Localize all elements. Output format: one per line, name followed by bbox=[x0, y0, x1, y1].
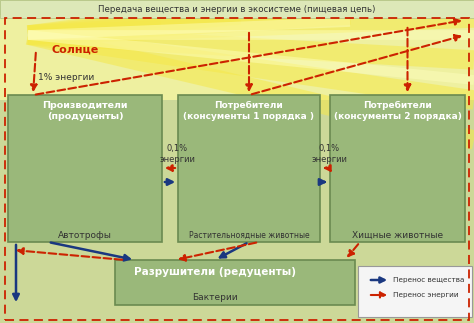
Bar bbox=[8, 95, 162, 242]
Text: Потребители
(консументы 1 порядка ): Потребители (консументы 1 порядка ) bbox=[183, 101, 315, 121]
Text: Перенос вещества: Перенос вещества bbox=[393, 277, 465, 283]
Bar bbox=[0, 15, 474, 100]
Bar bbox=[330, 95, 465, 242]
Text: Автотрофы: Автотрофы bbox=[58, 231, 112, 239]
Text: Растительноядные животные: Растительноядные животные bbox=[189, 231, 310, 239]
Text: Бактерии: Бактерии bbox=[192, 294, 238, 303]
Text: 0,1%
энергии: 0,1% энергии bbox=[159, 144, 195, 164]
Text: Передача вещества и энергии в экосистеме (пищевая цепь): Передача вещества и энергии в экосистеме… bbox=[98, 5, 376, 14]
Text: Разрушители (редуценты): Разрушители (редуценты) bbox=[134, 267, 296, 277]
Bar bbox=[178, 95, 320, 242]
Bar bbox=[115, 260, 355, 305]
Text: Солнце: Солнце bbox=[52, 45, 99, 55]
Text: 0,1%
энергии: 0,1% энергии bbox=[311, 144, 347, 164]
Text: 1% энергии: 1% энергии bbox=[38, 74, 94, 82]
Text: Перенос энергии: Перенос энергии bbox=[393, 292, 459, 298]
Text: Потребители
(консументы 2 порядка): Потребители (консументы 2 порядка) bbox=[334, 101, 461, 121]
Text: Производители
(продуценты): Производители (продуценты) bbox=[42, 101, 128, 121]
FancyBboxPatch shape bbox=[358, 266, 472, 317]
Bar bbox=[0, 0, 474, 18]
Text: Хищные животные: Хищные животные bbox=[352, 231, 443, 239]
